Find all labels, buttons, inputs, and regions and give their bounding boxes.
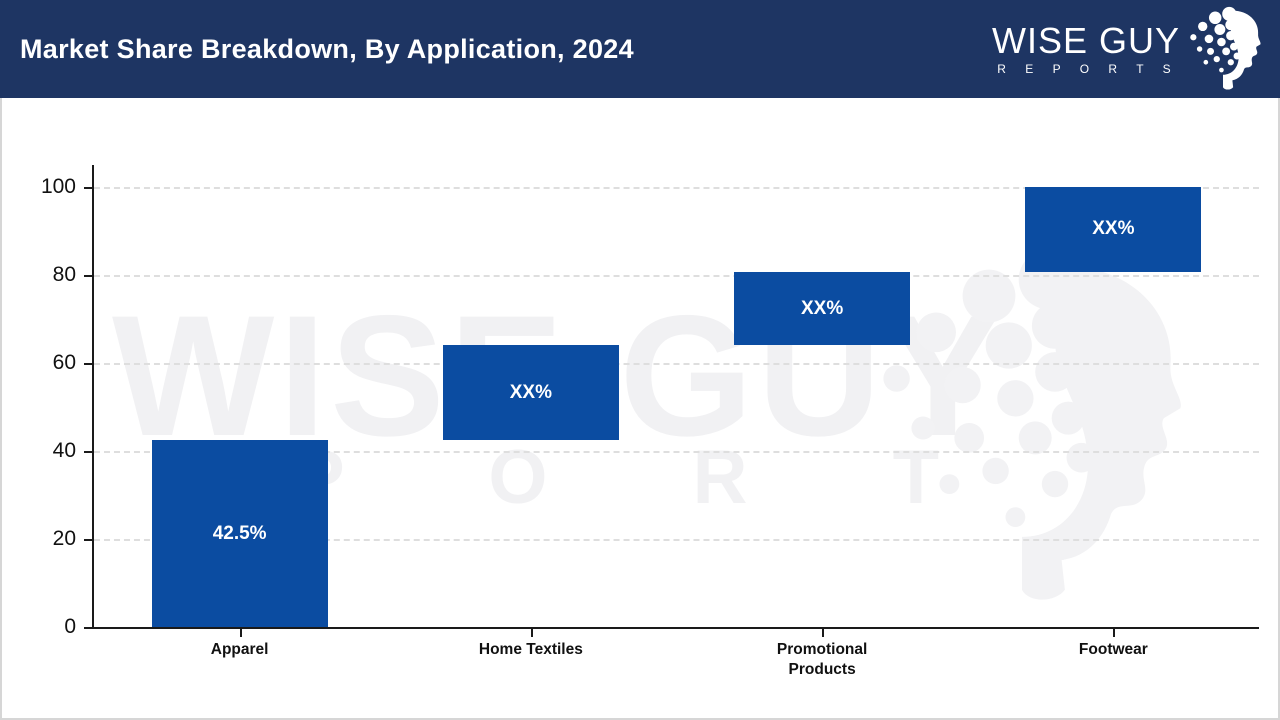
y-tick-label: 40 [52, 439, 76, 462]
x-axis-label: Promotional Products [776, 641, 868, 679]
bar-value-label: XX% [801, 297, 844, 319]
x-tick [822, 629, 825, 637]
header-bar: Market Share Breakdown, By Application, … [0, 0, 1280, 98]
y-tick [84, 187, 92, 189]
wiseguy-logo: WISE GUY R E P O R T S [992, 6, 1262, 92]
bar-value-label: 42.5% [212, 522, 267, 544]
y-tick-label: 100 [40, 175, 76, 198]
wiseguy-logo-text: WISE GUY R E P O R T S [991, 19, 1180, 76]
wiseguy-face-icon [1190, 6, 1261, 90]
bar: XX% [734, 271, 911, 346]
y-tick [84, 627, 92, 629]
y-tick [84, 539, 92, 541]
bar: XX% [1025, 187, 1202, 272]
plot-area: 0 20 40 60 80 100 42.5% Apparel XX% Home Textiles… [41, 165, 1259, 678]
y-tick [84, 363, 92, 365]
bar: 42.5% [151, 440, 328, 627]
x-axis-label: Footwear [1078, 641, 1148, 658]
gridline [94, 539, 1259, 541]
y-tick-label: 0 [64, 615, 76, 638]
logo-wordmark: WISE GUY [991, 19, 1180, 61]
bar: XX% [442, 345, 619, 440]
x-axis-label: Home Textiles [478, 641, 583, 658]
x-tick [530, 629, 533, 637]
gridline [94, 451, 1259, 453]
gridline [94, 275, 1259, 277]
watermark-face-icon [883, 249, 1181, 600]
x-tick [239, 629, 242, 637]
page-title: Market Share Breakdown, By Application, … [20, 33, 634, 64]
gridline [94, 187, 1259, 189]
y-tick [84, 451, 92, 453]
x-tick [1113, 629, 1116, 637]
y-tick [84, 275, 92, 277]
y-tick-label: 60 [52, 351, 76, 374]
x-axis-label: Apparel [210, 641, 269, 658]
logo-subtitle: R E P O R T S [997, 61, 1179, 76]
gridline [94, 363, 1259, 365]
y-tick-label: 80 [52, 263, 76, 286]
y-tick-label: 20 [52, 527, 76, 550]
bar-value-label: XX% [509, 381, 552, 403]
chart-canvas: WISE GUY P O R T S 0 20 40 60 80 100 42.5% Appa… [0, 98, 1280, 720]
bar-value-label: XX% [1092, 218, 1135, 240]
